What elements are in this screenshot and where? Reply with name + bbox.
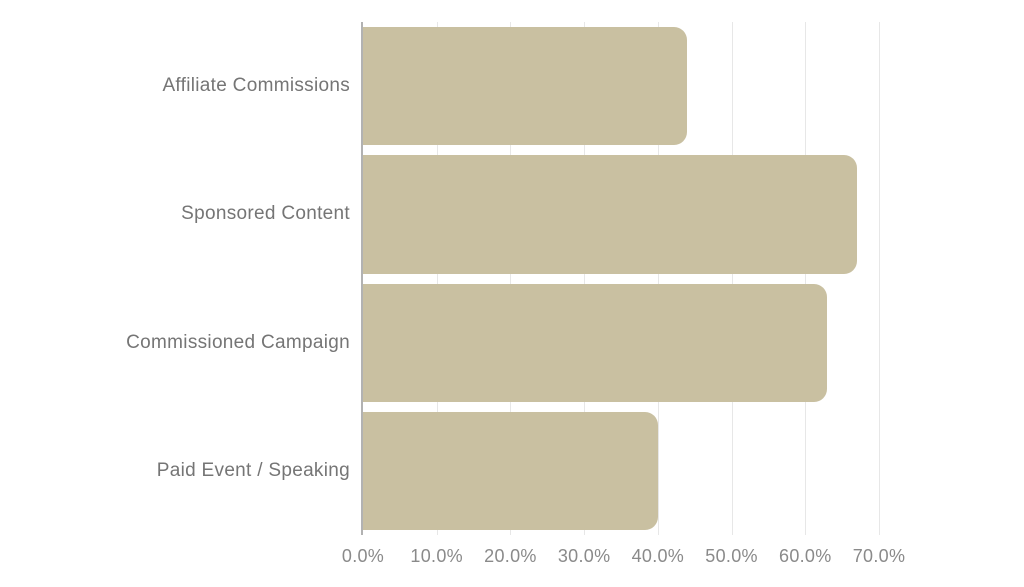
x-tick-label: 10.0% [410, 546, 463, 566]
bar [363, 155, 857, 274]
gridline [436, 22, 438, 535]
category-label: Commissioned Campaign [126, 331, 350, 353]
x-tick-label: 20.0% [484, 546, 537, 566]
bar-row [363, 279, 879, 407]
gridline [805, 22, 807, 535]
category-label: Affiliate Commissions [162, 75, 350, 97]
category-label-row: Sponsored Content [0, 150, 350, 278]
category-label-row: Commissioned Campaign [0, 279, 350, 407]
plot-area [361, 22, 880, 535]
category-label-row: Affiliate Commissions [0, 22, 350, 150]
gridline [879, 22, 880, 535]
bar [363, 283, 828, 402]
x-axis: 0.0% 10.0% 20.0% 30.0% 40.0% 50.0% 60.0% 70.0% [342, 540, 905, 574]
category-labels-column: Affiliate Commissions Sponsored Content Co… [0, 22, 350, 535]
x-tick-label: 50.0% [705, 546, 758, 566]
gridline [657, 22, 659, 535]
gridline [584, 22, 586, 535]
x-tick-label: 70.0% [852, 546, 906, 566]
category-label: Paid Event / Speaking [156, 459, 350, 481]
bar-row [363, 22, 879, 150]
bar [363, 27, 688, 146]
x-tick-label: 0.0% [341, 546, 385, 566]
bar [363, 411, 658, 530]
x-tick-label: 30.0% [557, 546, 611, 566]
y-axis-line [361, 22, 363, 535]
x-tick-label: 60.0% [779, 546, 832, 566]
category-label: Sponsored Content [181, 203, 350, 225]
bars-layer [363, 22, 879, 535]
category-label-row: Paid Event / Speaking [0, 407, 350, 535]
gridline [731, 22, 733, 535]
bar-row [363, 407, 879, 535]
gridline [510, 22, 512, 535]
x-tick-label: 40.0% [631, 546, 685, 566]
bar-row [363, 150, 879, 278]
